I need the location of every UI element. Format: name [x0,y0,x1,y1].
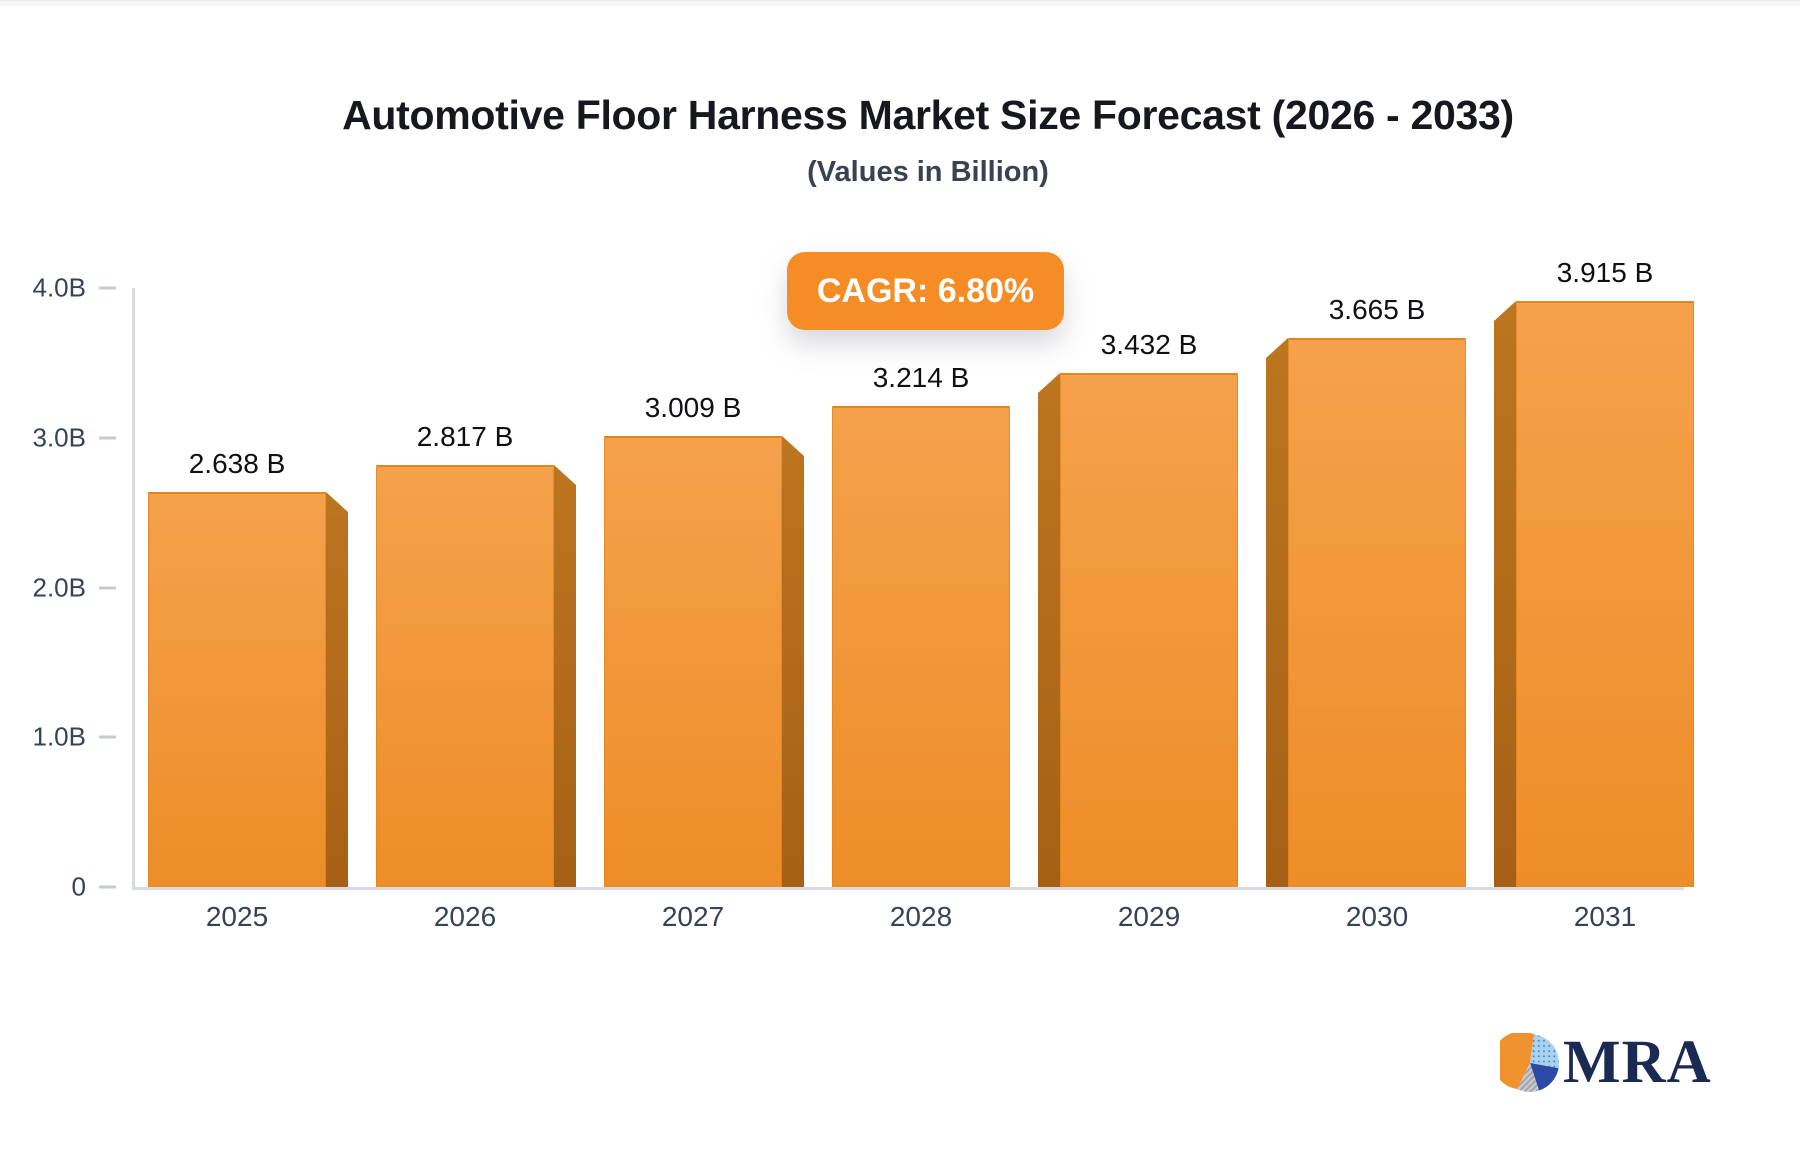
bar-value-label-2029: 3.432 B [1100,329,1198,360]
y-axis-tick-dash [99,286,116,290]
x-axis-label-2028: 2028 [889,901,953,932]
bar-face-2028 [832,406,1010,887]
x-axis-label-2026: 2026 [433,901,497,932]
bar-face-2025 [148,492,326,887]
bar-value-label-2025: 2.638 B [188,448,286,479]
y-axis-tick-dash [99,735,116,739]
y-axis-tick-dash [99,586,116,589]
bar-side-2031 [1494,301,1516,887]
bar-side-2025 [326,492,348,887]
x-axis-label-2031: 2031 [1573,901,1637,932]
bar-face-2026 [376,465,554,887]
y-axis-tick-label: 2.0B [32,572,87,602]
bar-side-2029 [1038,373,1060,887]
bar-side-2027 [782,436,804,887]
bar-face-2027 [604,436,782,887]
x-axis-label-2030: 2030 [1345,901,1409,932]
bar-value-label-2028: 3.214 B [872,362,970,393]
cagr-badge: CAGR: 6.80% [787,252,1064,330]
bar-value-label-2031: 3.915 B [1556,257,1654,288]
pie-chart-icon [1500,1032,1559,1092]
x-axis: 2025 2026 2027 2028 2029 2030 2031 [132,901,1742,945]
y-axis-tick-dash [99,436,116,440]
y-axis-tick-dash [99,885,116,889]
bar-side-2030 [1266,338,1288,887]
chart-title: Automotive Floor Harness Market Size For… [342,92,1514,138]
brand-logo: MRA [1500,1032,1712,1093]
bar-side-2026 [554,465,576,887]
chart-subtitle: (Values in Billion) [807,156,1049,188]
y-axis-tick-label: 4.0B [32,272,87,303]
y-axis: 4.0B 3.0B 2.0B 1.0B 0 [0,273,116,902]
chart-header: Automotive Floor Harness Market Size For… [56,92,1800,189]
y-axis-tick-label: 1.0B [32,721,87,752]
x-axis-label-2027: 2027 [661,901,725,932]
bar-face-2029 [1060,373,1238,887]
x-axis-label-2025: 2025 [205,901,269,932]
x-axis-label-2029: 2029 [1117,901,1181,932]
y-axis-tick-label: 0 [71,871,86,902]
y-axis-line [132,288,135,890]
bar-value-label-2030: 3.665 B [1328,294,1426,325]
y-axis-tick-label: 3.0B [32,422,87,453]
cagr-badge-label: CAGR: 6.80% [816,271,1035,310]
x-axis-baseline [132,887,1684,890]
plot-area: 2.638 B 2.817 B 3.009 B 3.214 B 3.432 B 3.665… [132,257,1742,890]
bar-face-2030 [1288,338,1466,887]
logo-text: MRA [1563,1029,1712,1096]
bar-face-2031 [1516,301,1694,887]
top-edge-strip [0,0,1800,6]
bar-value-label-2026: 2.817 B [416,421,514,452]
bar-value-label-2027: 3.009 B [644,392,742,423]
